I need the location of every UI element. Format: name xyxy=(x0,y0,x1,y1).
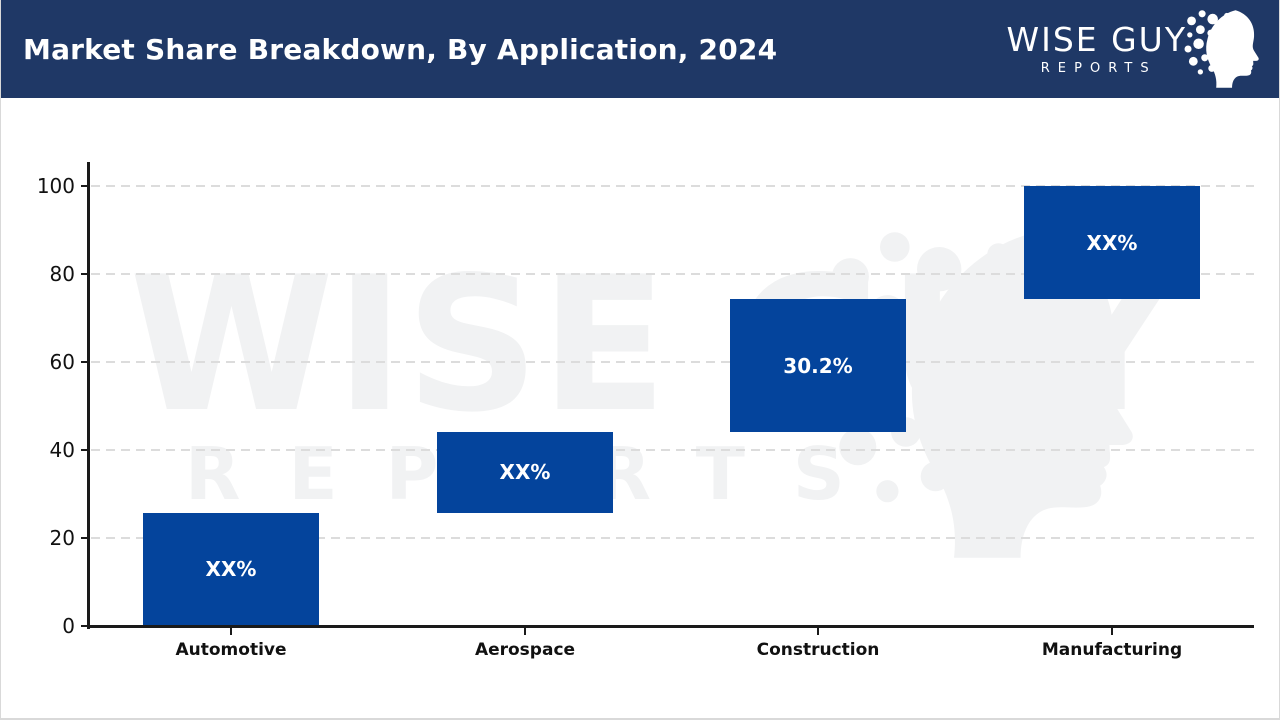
y-tick-label: 100 xyxy=(36,174,75,198)
y-axis-tick xyxy=(81,273,89,275)
y-tick-label: 60 xyxy=(49,350,75,374)
grid-line xyxy=(91,185,1254,187)
page-title: Market Share Breakdown, By Application, … xyxy=(23,32,778,66)
grid-line xyxy=(91,361,1254,363)
brand-logo: WISE GUY REPORTS xyxy=(1006,5,1269,93)
bar-manufacturing: XX% xyxy=(1024,186,1200,300)
x-category-label: Automotive xyxy=(175,640,287,660)
brand-subtitle: REPORTS xyxy=(1040,60,1157,76)
y-axis-tick xyxy=(81,185,89,187)
y-axis-tick xyxy=(81,537,89,539)
x-axis-line xyxy=(87,625,1254,628)
y-tick-label: 80 xyxy=(49,262,75,286)
y-tick-label: 20 xyxy=(49,526,75,550)
y-axis-tick xyxy=(81,361,89,363)
grid-line xyxy=(91,537,1254,539)
bar-value-label: XX% xyxy=(499,460,551,485)
grid-line xyxy=(91,273,1254,275)
x-axis-tick xyxy=(1111,628,1113,635)
bar-construction: 30.2% xyxy=(730,299,906,432)
x-axis-tick xyxy=(817,628,819,635)
x-category-label: Manufacturing xyxy=(1041,640,1183,660)
bar-value-label: XX% xyxy=(205,557,257,582)
header-bar: Market Share Breakdown, By Application, … xyxy=(1,0,1279,98)
bar-value-label: 30.2% xyxy=(783,353,853,378)
x-category-label: Aerospace xyxy=(474,640,576,660)
logo-face-icon xyxy=(1184,10,1259,88)
bar-aerospace: XX% xyxy=(437,431,613,513)
y-axis-tick xyxy=(81,449,89,451)
y-tick-label: 40 xyxy=(49,438,75,462)
y-axis-tick xyxy=(81,625,89,627)
bar-automotive: XX% xyxy=(143,512,319,626)
brand-name: WISE GUY xyxy=(1006,19,1187,59)
brand-logo-text: WISE GUY REPORTS xyxy=(1006,23,1187,76)
x-axis-tick xyxy=(230,628,232,635)
y-tick-label: 0 xyxy=(62,614,75,638)
x-category-label: Construction xyxy=(756,640,880,660)
bar-value-label: XX% xyxy=(1086,230,1138,255)
grid-line xyxy=(91,449,1254,451)
y-axis-line xyxy=(87,162,90,629)
x-axis-tick xyxy=(524,628,526,635)
